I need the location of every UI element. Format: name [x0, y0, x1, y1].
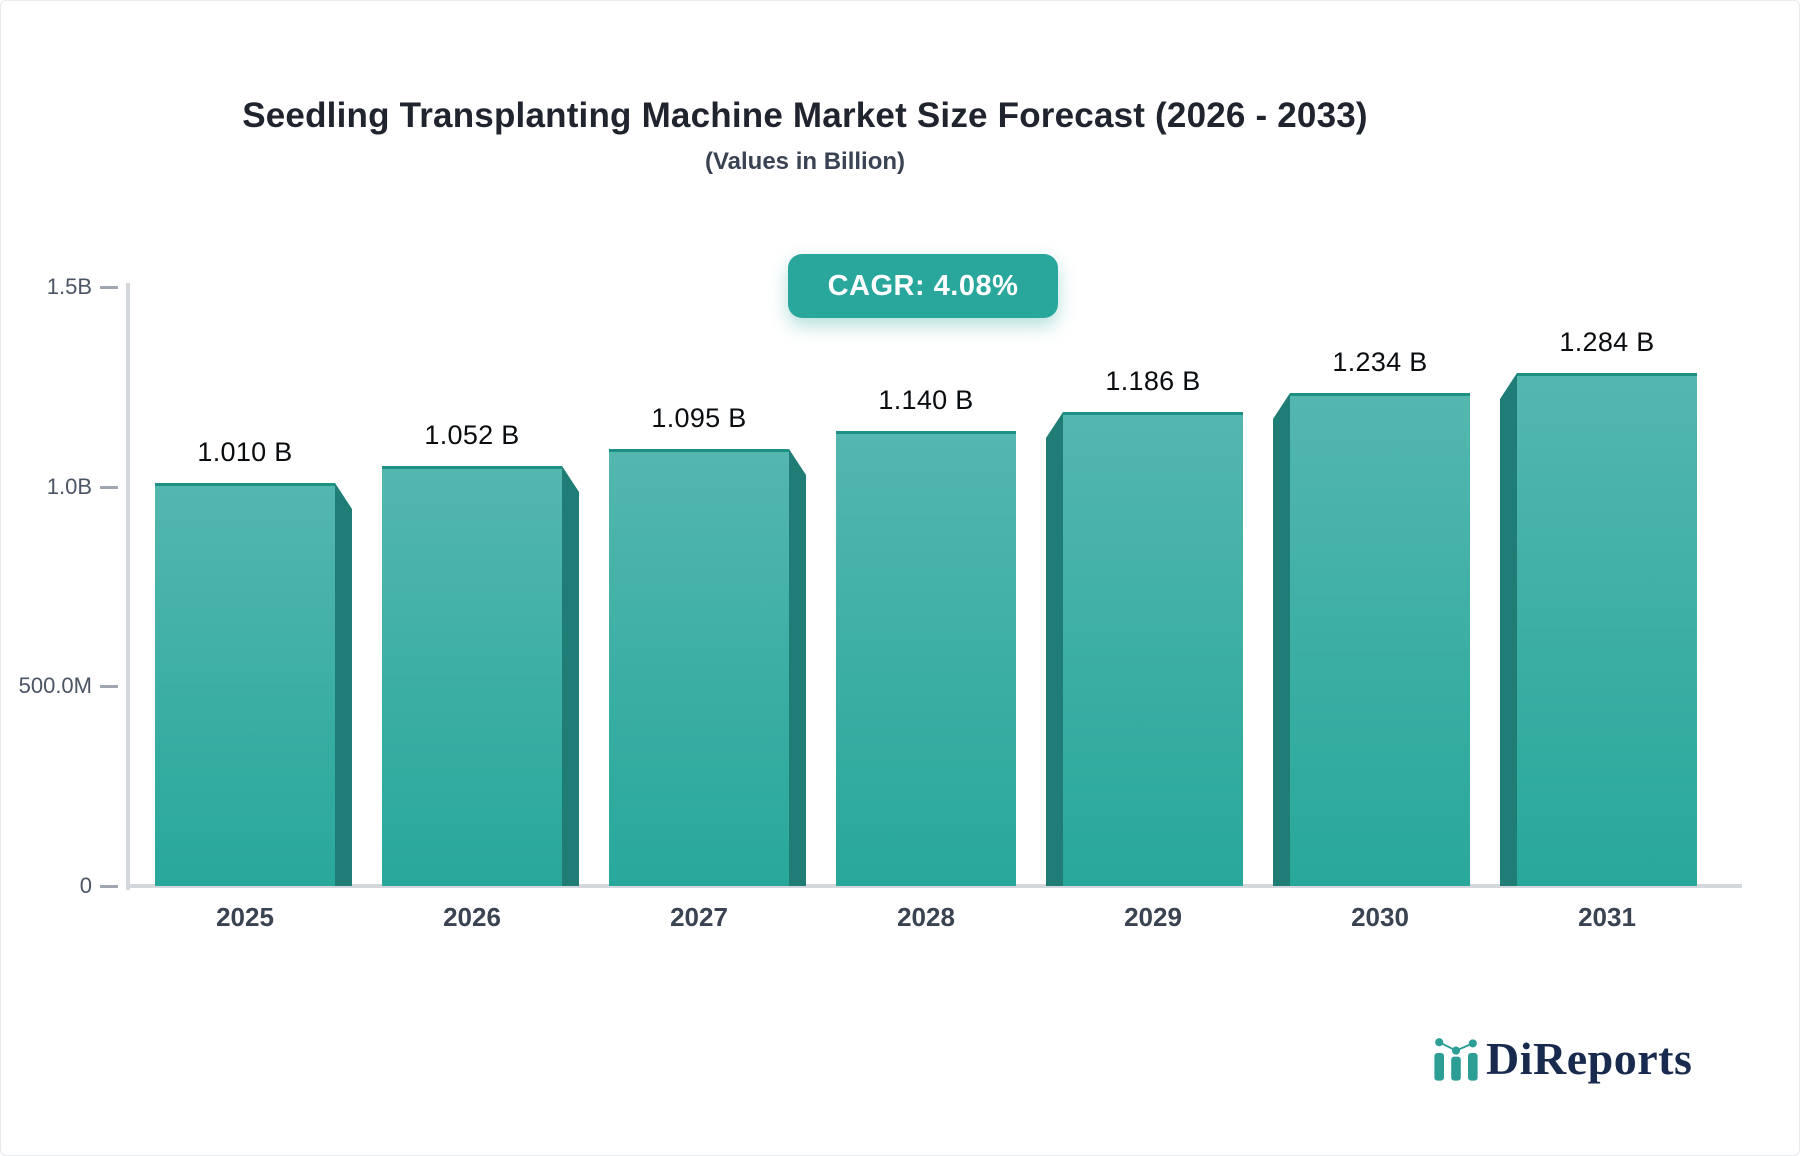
x-tick-label: 2031 — [1578, 902, 1636, 932]
bar-side-shadow — [1273, 393, 1290, 886]
bar-value-label: 1.052 B — [424, 420, 520, 450]
bar-2028 — [836, 431, 1016, 886]
bar-2027 — [609, 449, 789, 886]
bar-2031 — [1517, 373, 1697, 886]
y-tick-dash — [100, 486, 118, 489]
x-tick-label: 2026 — [443, 902, 501, 932]
bar-value-label: 1.234 B — [1332, 347, 1428, 377]
x-tick-label: 2029 — [1124, 902, 1182, 932]
bar-value-label: 1.186 B — [1105, 366, 1201, 396]
bar-chart-trend-icon — [1434, 1037, 1478, 1081]
cagr-badge: CAGR: 4.08% — [788, 254, 1058, 318]
y-axis-line — [126, 283, 130, 890]
bar-side-shadow — [1500, 373, 1517, 886]
x-tick-label: 2027 — [670, 902, 728, 932]
bar-value-label: 1.010 B — [197, 437, 293, 467]
brand-name: DiReports — [1486, 1033, 1693, 1084]
x-tick-label: 2028 — [897, 902, 955, 932]
y-tick-dash — [100, 885, 118, 888]
bar-value-label: 1.284 B — [1559, 327, 1655, 357]
bar-side-shadow — [562, 466, 579, 886]
brand-logo: DiReports — [1432, 1032, 1692, 1085]
bar-2029 — [1063, 412, 1243, 886]
bar-2026 — [382, 466, 562, 886]
bar-side-shadow — [335, 483, 352, 886]
x-tick-label: 2025 — [216, 902, 274, 932]
page-subtitle: (Values in Billion) — [704, 148, 906, 175]
y-tick-label: 1.5B — [46, 274, 92, 299]
page-title: Seedling Transplanting Machine Market Si… — [242, 96, 1368, 135]
y-tick-label: 1.0B — [46, 474, 92, 499]
y-tick-dash — [100, 286, 118, 289]
bar-2025 — [155, 483, 335, 886]
bar-value-label: 1.140 B — [878, 385, 974, 415]
bar-value-label: 1.095 B — [651, 403, 747, 433]
x-axis-line — [126, 884, 1742, 888]
bar-2030 — [1290, 393, 1470, 886]
x-tick-label: 2030 — [1351, 902, 1409, 932]
y-tick-label: 500.0M — [18, 673, 92, 698]
y-tick-dash — [100, 685, 118, 688]
bar-side-shadow — [789, 449, 806, 886]
bar-side-shadow — [1046, 412, 1063, 886]
y-tick-label: 0 — [79, 873, 92, 898]
